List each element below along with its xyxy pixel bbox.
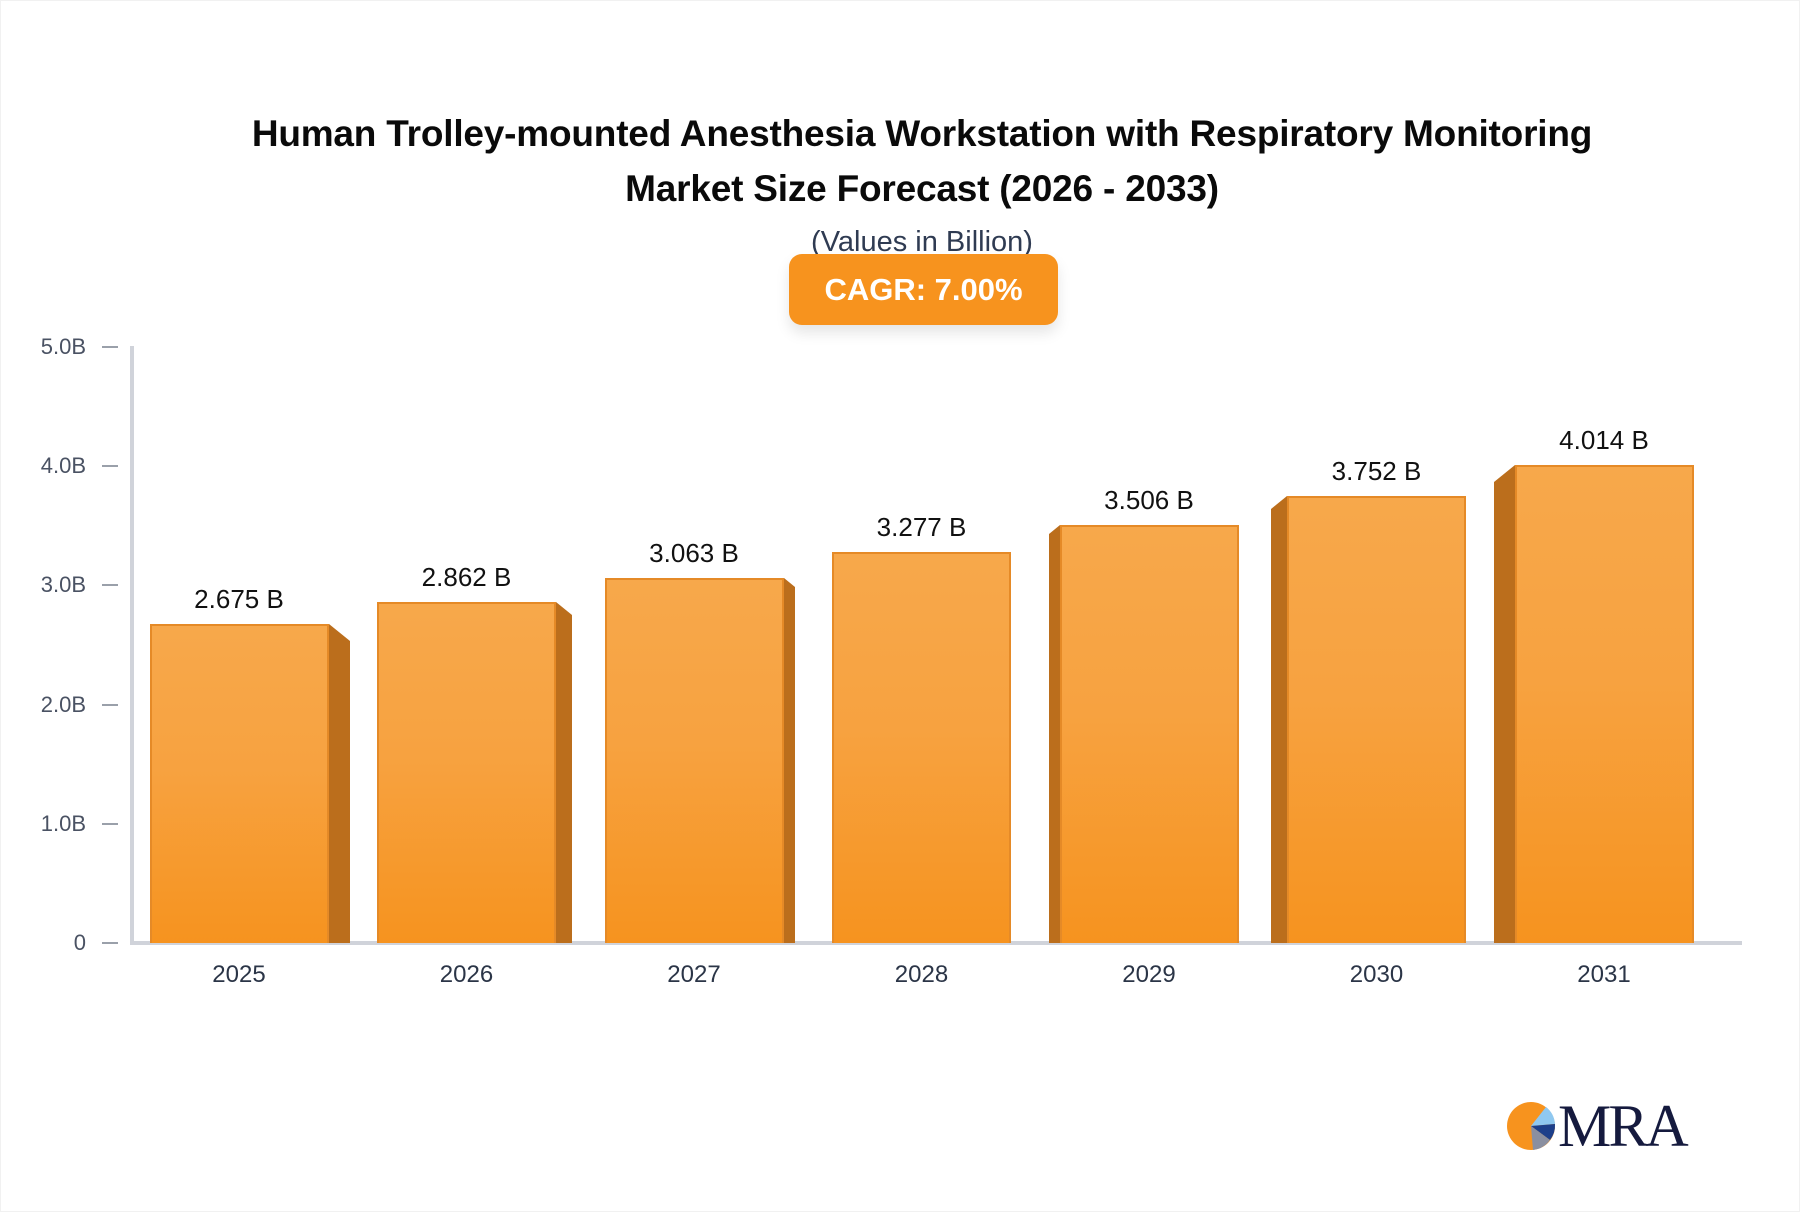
- bar-value-label: 2.675 B: [194, 584, 284, 614]
- bar-value-label: 3.277 B: [876, 512, 967, 542]
- bar-value-label: 3.752 B: [1331, 456, 1422, 486]
- y-tick-label: 0: [73, 930, 86, 955]
- bar-side-face: [329, 624, 350, 943]
- bar-front-face: [832, 552, 1011, 943]
- y-tick-mark: [102, 584, 118, 587]
- y-tick-mark: [102, 942, 118, 944]
- x-tick-label: 2025: [212, 961, 266, 988]
- bar-side-face: [556, 602, 572, 943]
- bar-value-label: 4.014 B: [1559, 425, 1649, 455]
- bar-side-face: [1049, 525, 1060, 943]
- bar-front-face: [605, 578, 784, 943]
- y-tick-label: 2.0B: [40, 691, 86, 717]
- bar-front-face: [1287, 496, 1466, 943]
- x-tick-label: 2026: [439, 961, 494, 988]
- chart-title-line-1: Human Trolley-mounted Anesthesia Worksta…: [251, 113, 1593, 154]
- bar-value-label: 3.506 B: [1104, 485, 1194, 515]
- cagr-badge: CAGR: 7.00%: [789, 254, 1058, 325]
- y-tick-label: 5.0B: [40, 334, 86, 359]
- bar-front-face: [150, 624, 329, 943]
- bar-front-face: [1515, 465, 1694, 943]
- mra-logo: MRA: [1506, 1096, 1696, 1156]
- x-tick-label: 2027: [667, 961, 721, 988]
- y-tick-label: 1.0B: [40, 810, 86, 836]
- chart-title-line-2: Market Size Forecast (2026 - 2033): [625, 168, 1219, 209]
- pie-chart-logo-icon: [1507, 1102, 1556, 1150]
- bar-value-label: 2.862 B: [421, 562, 512, 592]
- x-axis-line: [130, 941, 1742, 945]
- x-tick-label: 2031: [1577, 961, 1631, 988]
- bar-front-face: [377, 602, 556, 943]
- bar-side-face: [1271, 496, 1287, 943]
- y-axis-line: [130, 346, 134, 945]
- logo-text: MRA: [1558, 1093, 1689, 1159]
- chart-subtitle: (Values in Billion): [811, 226, 1033, 258]
- y-tick-mark: [102, 703, 118, 706]
- bar-side-face: [784, 578, 795, 943]
- y-tick-mark: [102, 346, 118, 348]
- x-tick-label: 2030: [1349, 961, 1404, 988]
- x-tick-label: 2029: [1122, 961, 1176, 988]
- y-tick-mark: [102, 465, 118, 468]
- y-tick-mark: [102, 822, 118, 825]
- bar-side-face: [1494, 465, 1515, 943]
- bar-front-face: [1060, 525, 1239, 943]
- y-tick-label: 3.0B: [40, 572, 86, 598]
- y-tick-label: 4.0B: [40, 453, 86, 479]
- chart-title: Human Trolley-mounted Anesthesia Worksta…: [0, 106, 1800, 216]
- bar-value-label: 3.063 B: [649, 538, 739, 568]
- x-tick-label: 2028: [894, 961, 949, 988]
